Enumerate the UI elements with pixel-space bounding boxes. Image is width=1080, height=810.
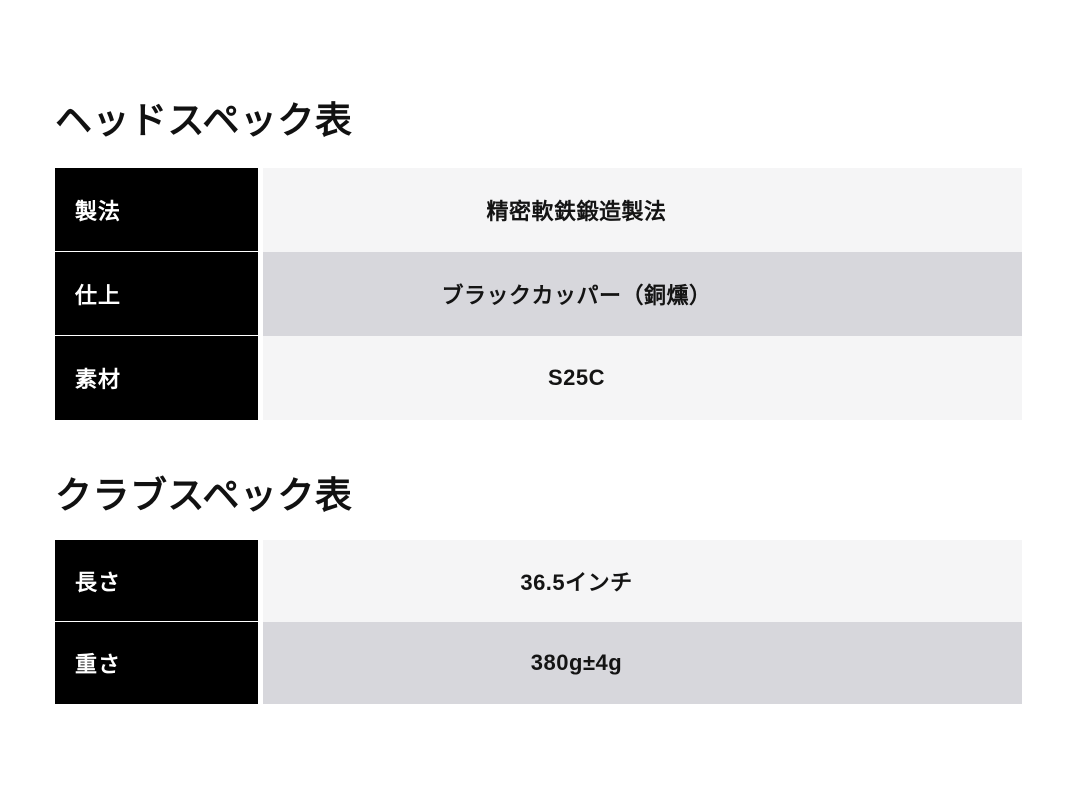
table-row: 素材 S25C bbox=[55, 336, 1022, 420]
table-row: 長さ 36.5インチ bbox=[55, 540, 1022, 622]
table-row: 仕上 ブラックカッパー（銅燻） bbox=[55, 252, 1022, 336]
head-spec-heading: ヘッドスペック表 bbox=[55, 100, 353, 141]
spec-label-omosa: 重さ bbox=[55, 622, 258, 704]
head-spec-table: 製法 精密軟鉄鍛造製法 仕上 ブラックカッパー（銅燻） 素材 S25C bbox=[55, 168, 1022, 420]
club-spec-table: 長さ 36.5インチ 重さ 380g±4g bbox=[55, 540, 1022, 704]
spec-value-shiage: ブラックカッパー（銅燻） bbox=[263, 252, 1022, 336]
spec-value-sozai: S25C bbox=[263, 336, 1022, 420]
table-row: 重さ 380g±4g bbox=[55, 622, 1022, 704]
spec-value-omosa: 380g±4g bbox=[263, 622, 1022, 704]
spec-value-nagasa: 36.5インチ bbox=[263, 540, 1022, 622]
table-row: 製法 精密軟鉄鍛造製法 bbox=[55, 168, 1022, 252]
spec-label-sozai: 素材 bbox=[55, 336, 258, 420]
spec-label-shiage: 仕上 bbox=[55, 252, 258, 336]
spec-label-nagasa: 長さ bbox=[55, 540, 258, 622]
spec-label-seihou: 製法 bbox=[55, 168, 258, 252]
club-spec-heading: クラブスペック表 bbox=[55, 475, 353, 516]
spec-value-seihou: 精密軟鉄鍛造製法 bbox=[263, 168, 1022, 252]
